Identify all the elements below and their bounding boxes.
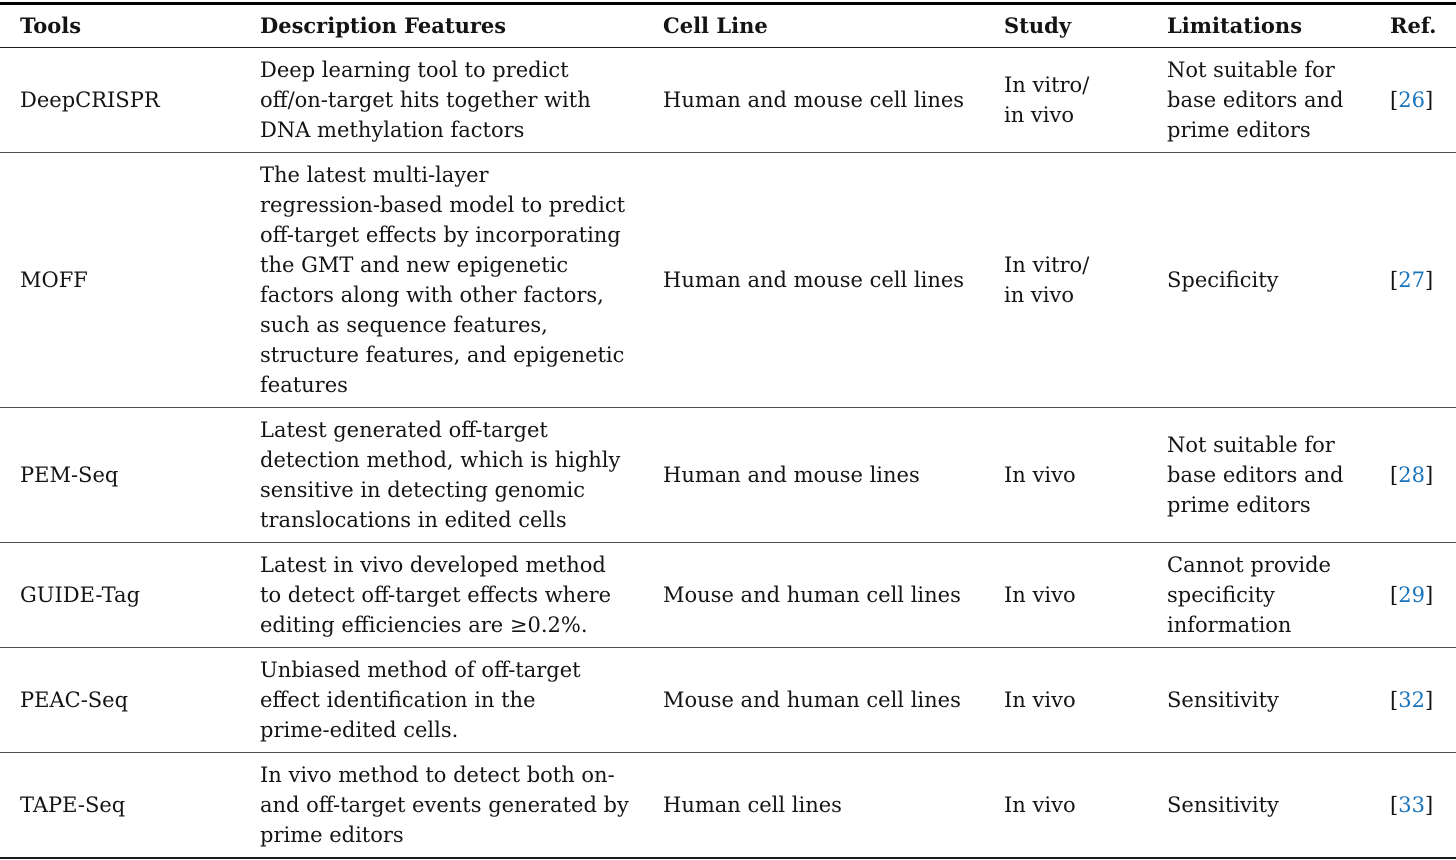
- cell-ref: [28]: [1390, 407, 1456, 543]
- column-header-description: Description Features: [260, 3, 663, 48]
- table-row: GUIDE-Tag Latest in vivo developed metho…: [0, 542, 1456, 648]
- ref-bracket-open: [: [1390, 583, 1399, 607]
- ref-link[interactable]: 33: [1398, 793, 1425, 817]
- table-row: MOFF The latest multi-layer regression-b…: [0, 152, 1456, 408]
- table-row: DeepCRISPR Deep learning tool to predict…: [0, 47, 1456, 153]
- cell-tool: PEM-Seq: [0, 407, 260, 543]
- cell-ref: [32]: [1390, 647, 1456, 753]
- cell-description: The latest multi-layer regression-based …: [260, 152, 663, 408]
- ref-link[interactable]: 29: [1398, 583, 1425, 607]
- cell-ref: [27]: [1390, 152, 1456, 408]
- cell-ref: [26]: [1390, 47, 1456, 153]
- cell-tool: MOFF: [0, 152, 260, 408]
- table-row: PEAC-Seq Unbiased method of off-target e…: [0, 647, 1456, 753]
- cell-study: In vitro/ in vivo: [1004, 152, 1167, 408]
- ref-bracket-open: [: [1390, 463, 1399, 487]
- cell-limitations: Sensitivity: [1167, 793, 1279, 817]
- column-header-cell-line: Cell Line: [663, 3, 1004, 48]
- cell-description: Latest in vivo developed method to detec…: [260, 542, 663, 648]
- cell-ref: [29]: [1390, 542, 1456, 648]
- cell-study: In vitro/ in vivo: [1004, 47, 1167, 153]
- cell-cell-line: Mouse and human cell lines: [663, 542, 1004, 648]
- cell-cell-line: Human and mouse cell lines: [663, 47, 1004, 153]
- cell-limitations: Not suitable for base editors and prime …: [1167, 47, 1390, 153]
- cell-cell-line: Human cell lines: [663, 793, 842, 817]
- cell-description: Deep learning tool to predict off/on-tar…: [260, 47, 663, 153]
- cell-cell-line: Mouse and human cell lines: [663, 647, 1004, 753]
- cell-limitations: Specificity: [1167, 152, 1390, 408]
- table-row: PEM-Seq Latest generated off-target dete…: [0, 407, 1456, 543]
- cell-study: In vivo: [1004, 793, 1076, 817]
- ref-link[interactable]: 27: [1398, 268, 1425, 292]
- cell-tool: TAPE-Seq: [20, 793, 126, 817]
- ref-link[interactable]: 26: [1398, 88, 1425, 112]
- ref-bracket-close: ]: [1424, 88, 1434, 112]
- table-header: Tools Description Features Cell Line Stu…: [0, 3, 1456, 48]
- cell-limitations: Cannot provide specificity information: [1167, 542, 1390, 648]
- cell-description: In vivo method to detect both on- and of…: [260, 763, 629, 847]
- cell-tool: PEAC-Seq: [0, 647, 260, 753]
- cell-tool: GUIDE-Tag: [0, 542, 260, 648]
- ref-bracket-close: ]: [1424, 583, 1434, 607]
- ref-bracket-open: [: [1390, 268, 1399, 292]
- cell-study: In vivo: [1004, 407, 1167, 543]
- cell-description: Latest generated off-target detection me…: [260, 407, 663, 543]
- column-header-ref: Ref.: [1390, 3, 1456, 48]
- cell-limitations: Not suitable for base editors and prime …: [1167, 407, 1390, 543]
- table-row: TAPE-Seq In vivo method to detect both o…: [0, 753, 1456, 859]
- cell-study: In vivo: [1004, 647, 1167, 753]
- cell-ref: [33]: [1390, 753, 1456, 859]
- cell-description: Unbiased method of off-target effect ide…: [260, 647, 663, 753]
- ref-bracket-open: [: [1390, 88, 1399, 112]
- cell-tool: DeepCRISPR: [0, 47, 260, 153]
- ref-bracket-close: ]: [1424, 268, 1434, 292]
- ref-link[interactable]: 32: [1398, 688, 1425, 712]
- ref-bracket-close: ]: [1424, 793, 1434, 817]
- cell-study: In vivo: [1004, 542, 1167, 648]
- ref-bracket-close: ]: [1424, 463, 1434, 487]
- ref-bracket-close: ]: [1424, 688, 1434, 712]
- ref-link[interactable]: 28: [1398, 463, 1425, 487]
- column-header-study: Study: [1004, 3, 1167, 48]
- header-row: Tools Description Features Cell Line Stu…: [0, 3, 1456, 48]
- cell-cell-line: Human and mouse cell lines: [663, 152, 1004, 408]
- cell-cell-line: Human and mouse lines: [663, 407, 1004, 543]
- column-header-tools: Tools: [0, 3, 260, 48]
- ref-bracket-open: [: [1390, 688, 1399, 712]
- column-header-limitations: Limitations: [1167, 3, 1390, 48]
- ref-bracket-open: [: [1390, 793, 1399, 817]
- table-body: DeepCRISPR Deep learning tool to predict…: [0, 47, 1456, 859]
- cell-limitations: Sensitivity: [1167, 647, 1390, 753]
